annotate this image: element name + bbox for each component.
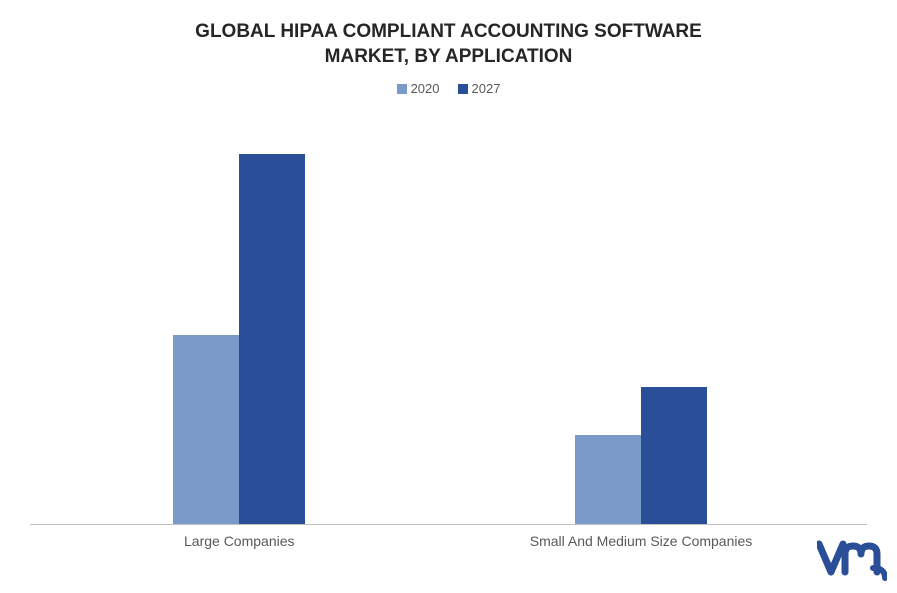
x-label-large: Large Companies (184, 533, 295, 549)
bar-group-large (170, 154, 308, 524)
chart-container: GLOBAL HIPAA COMPLIANT ACCOUNTING SOFTWA… (0, 0, 897, 593)
x-axis-labels: Large Companies Small And Medium Size Co… (30, 533, 867, 563)
legend-label-2020: 2020 (411, 81, 440, 96)
title-line-1: GLOBAL HIPAA COMPLIANT ACCOUNTING SOFTWA… (195, 20, 702, 45)
legend-item-2027: 2027 (458, 81, 501, 96)
chart-title: GLOBAL HIPAA COMPLIANT ACCOUNTING SOFTWA… (195, 20, 702, 69)
x-label-small: Small And Medium Size Companies (530, 533, 753, 549)
bar-large-2020 (173, 335, 239, 524)
bar-small-2020 (575, 435, 641, 524)
bar-small-2027 (641, 387, 707, 524)
legend-item-2020: 2020 (397, 81, 440, 96)
legend: 2020 2027 (397, 81, 501, 96)
bar-group-small (572, 387, 710, 524)
watermark-logo (817, 540, 887, 587)
legend-label-2027: 2027 (472, 81, 501, 96)
title-line-2: MARKET, BY APPLICATION (195, 45, 702, 70)
legend-swatch-2027 (458, 84, 468, 94)
plot-area (30, 104, 867, 525)
legend-swatch-2020 (397, 84, 407, 94)
bar-large-2027 (239, 154, 305, 524)
